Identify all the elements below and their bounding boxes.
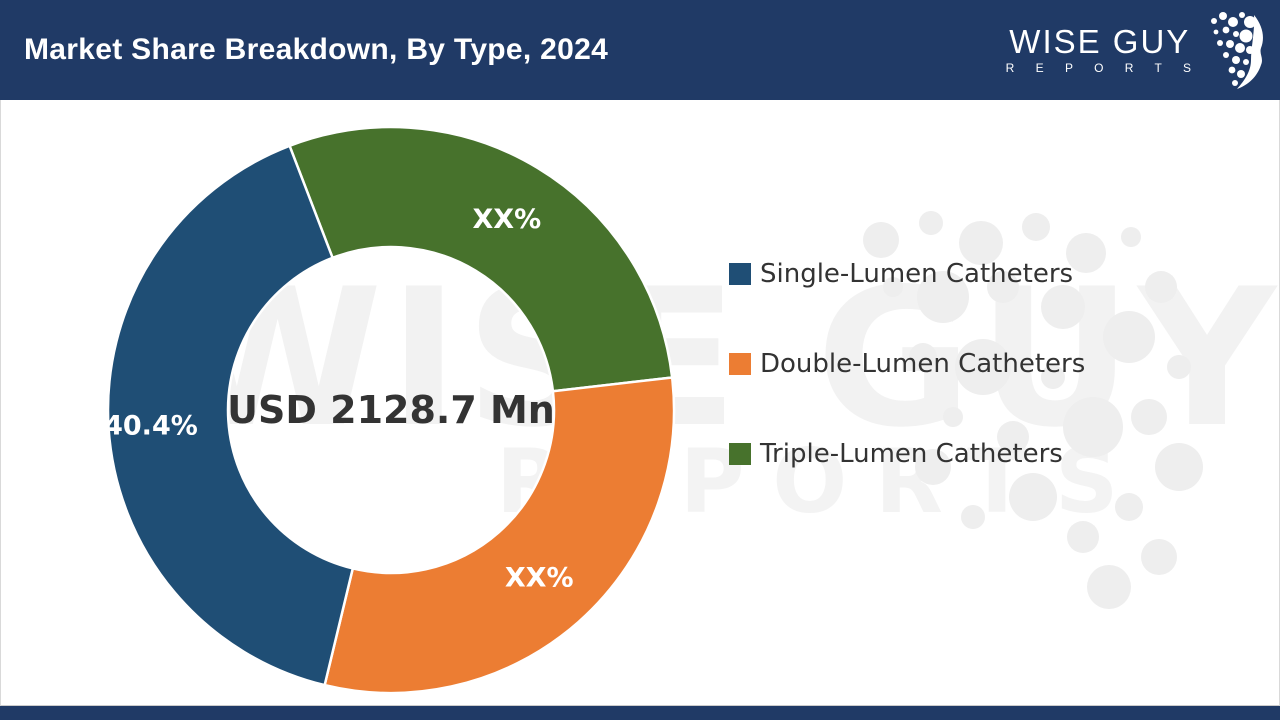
wise-guy-reports-logo: WISE GUY R E P O R T S [1000, 0, 1264, 100]
legend-swatch-triple-lumen [729, 443, 751, 465]
donut-chart: USD 2128.7 Mn 40.4% XX% XX% [104, 125, 676, 695]
legend-swatch-single-lumen [729, 263, 751, 285]
logo-wordmark: WISE GUY [1009, 23, 1191, 60]
watermark-face-icon [863, 211, 1203, 609]
donut-segment-2 [288, 125, 674, 393]
footer-bar [0, 706, 1280, 720]
donut-segment-1 [323, 376, 676, 695]
legend-swatch-double-lumen [729, 353, 751, 375]
page-title: Market Share Breakdown, By Type, 2024 [24, 33, 609, 66]
legend-label: Single-Lumen Catheters [760, 259, 1074, 289]
donut-segment-0 [106, 144, 355, 687]
chart-area: WISE GUY REPORTS USD 2128.7 M [0, 100, 1280, 706]
logo-face-icon [1211, 12, 1263, 89]
header-bar: Market Share Breakdown, By Type, 2024 WI… [0, 0, 1280, 100]
slice-label-2: XX% [472, 204, 541, 235]
legend-item-double-lumen: Double-Lumen Catheters [729, 349, 1086, 379]
logo-text: WISE GUY R E P O R T S [1000, 23, 1200, 76]
slice-label-1: XX% [505, 562, 574, 593]
chart-center-value: USD 2128.7 Mn [227, 388, 555, 432]
legend-label: Double-Lumen Catheters [760, 349, 1086, 379]
legend-item-single-lumen: Single-Lumen Catheters [729, 259, 1085, 289]
legend-item-triple-lumen: Triple-Lumen Catheters [729, 439, 1085, 469]
legend-label: Triple-Lumen Catheters [760, 439, 1063, 469]
chart-legend: Single-Lumen Catheters Double-Lumen Cath… [729, 259, 1086, 532]
logo-subtitle: R E P O R T S [1005, 61, 1200, 75]
slice-label-0: 40.4% [104, 411, 198, 442]
